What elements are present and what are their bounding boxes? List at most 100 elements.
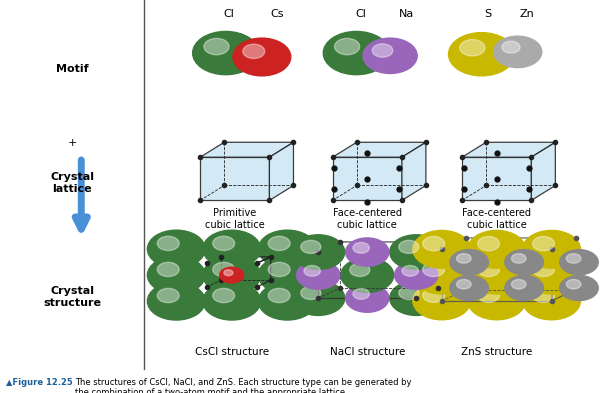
Circle shape	[399, 286, 419, 299]
Circle shape	[506, 46, 535, 64]
Circle shape	[459, 257, 483, 272]
Circle shape	[468, 230, 526, 268]
Circle shape	[566, 279, 581, 289]
Text: +: +	[67, 138, 77, 149]
Circle shape	[258, 230, 316, 268]
Circle shape	[405, 270, 432, 286]
Circle shape	[233, 38, 291, 76]
Circle shape	[268, 236, 290, 250]
Circle shape	[213, 288, 235, 303]
Circle shape	[427, 268, 462, 290]
Circle shape	[423, 262, 445, 277]
Circle shape	[413, 282, 471, 320]
Circle shape	[515, 283, 538, 298]
Circle shape	[292, 281, 345, 316]
Circle shape	[157, 236, 179, 250]
Circle shape	[305, 291, 337, 312]
Circle shape	[560, 250, 598, 275]
Circle shape	[162, 268, 196, 290]
Circle shape	[402, 266, 418, 276]
Circle shape	[204, 39, 229, 55]
Circle shape	[226, 272, 240, 281]
Circle shape	[335, 39, 360, 55]
Circle shape	[456, 253, 471, 263]
Circle shape	[427, 242, 462, 264]
Circle shape	[301, 286, 321, 299]
Circle shape	[147, 256, 205, 294]
Circle shape	[537, 268, 572, 290]
Circle shape	[566, 253, 581, 263]
Circle shape	[403, 291, 435, 312]
Circle shape	[477, 262, 500, 277]
Circle shape	[459, 283, 483, 298]
Circle shape	[389, 235, 442, 269]
Circle shape	[162, 241, 196, 264]
Circle shape	[273, 268, 308, 290]
Circle shape	[297, 261, 340, 289]
Circle shape	[413, 256, 471, 294]
Text: ZnS structure: ZnS structure	[461, 347, 532, 357]
Circle shape	[193, 31, 259, 75]
Circle shape	[372, 44, 393, 57]
Circle shape	[353, 288, 370, 299]
Polygon shape	[402, 142, 426, 200]
Circle shape	[268, 262, 290, 277]
Circle shape	[247, 50, 282, 72]
Circle shape	[147, 230, 205, 268]
Circle shape	[273, 241, 308, 264]
Polygon shape	[531, 142, 556, 200]
Circle shape	[523, 230, 580, 268]
Text: Cs: Cs	[270, 9, 284, 19]
Text: S: S	[484, 9, 491, 19]
Circle shape	[243, 44, 265, 59]
Circle shape	[482, 293, 517, 316]
Circle shape	[523, 282, 580, 320]
Polygon shape	[462, 142, 556, 157]
Circle shape	[423, 288, 445, 303]
Circle shape	[482, 242, 517, 264]
Circle shape	[346, 284, 389, 312]
Circle shape	[427, 293, 462, 316]
Circle shape	[268, 288, 290, 303]
Text: Crystal
lattice: Crystal lattice	[50, 172, 95, 193]
Circle shape	[209, 44, 249, 70]
Circle shape	[482, 268, 517, 290]
Text: ▲Figure 12.25: ▲Figure 12.25	[6, 378, 78, 387]
Text: Cl: Cl	[356, 9, 367, 19]
Circle shape	[537, 242, 572, 264]
Circle shape	[354, 268, 386, 289]
Polygon shape	[269, 142, 293, 200]
Circle shape	[162, 294, 196, 316]
Circle shape	[456, 279, 471, 289]
Circle shape	[203, 256, 261, 294]
Polygon shape	[332, 157, 402, 200]
Circle shape	[450, 250, 488, 275]
Circle shape	[213, 236, 235, 250]
Circle shape	[341, 258, 394, 292]
Circle shape	[423, 237, 445, 251]
Circle shape	[389, 281, 442, 316]
Circle shape	[353, 242, 370, 253]
Text: The structures of CsCl, NaCl, and ZnS. Each structure type can be generated by
t: The structures of CsCl, NaCl, and ZnS. E…	[75, 378, 412, 393]
Circle shape	[340, 44, 379, 70]
Circle shape	[273, 294, 308, 316]
Text: NaCl structure: NaCl structure	[329, 347, 405, 357]
Circle shape	[450, 275, 488, 301]
Circle shape	[505, 275, 544, 301]
Circle shape	[363, 38, 417, 73]
Circle shape	[468, 282, 526, 320]
Circle shape	[217, 268, 252, 290]
Circle shape	[515, 257, 538, 272]
Circle shape	[468, 256, 526, 294]
Polygon shape	[462, 157, 531, 200]
Circle shape	[213, 262, 235, 277]
Circle shape	[258, 256, 316, 294]
Circle shape	[448, 33, 515, 76]
Text: CsCl structure: CsCl structure	[194, 347, 269, 357]
Circle shape	[203, 282, 261, 320]
Circle shape	[157, 262, 179, 277]
Circle shape	[477, 288, 500, 303]
Circle shape	[502, 41, 520, 53]
Circle shape	[220, 267, 244, 283]
Circle shape	[356, 292, 382, 309]
